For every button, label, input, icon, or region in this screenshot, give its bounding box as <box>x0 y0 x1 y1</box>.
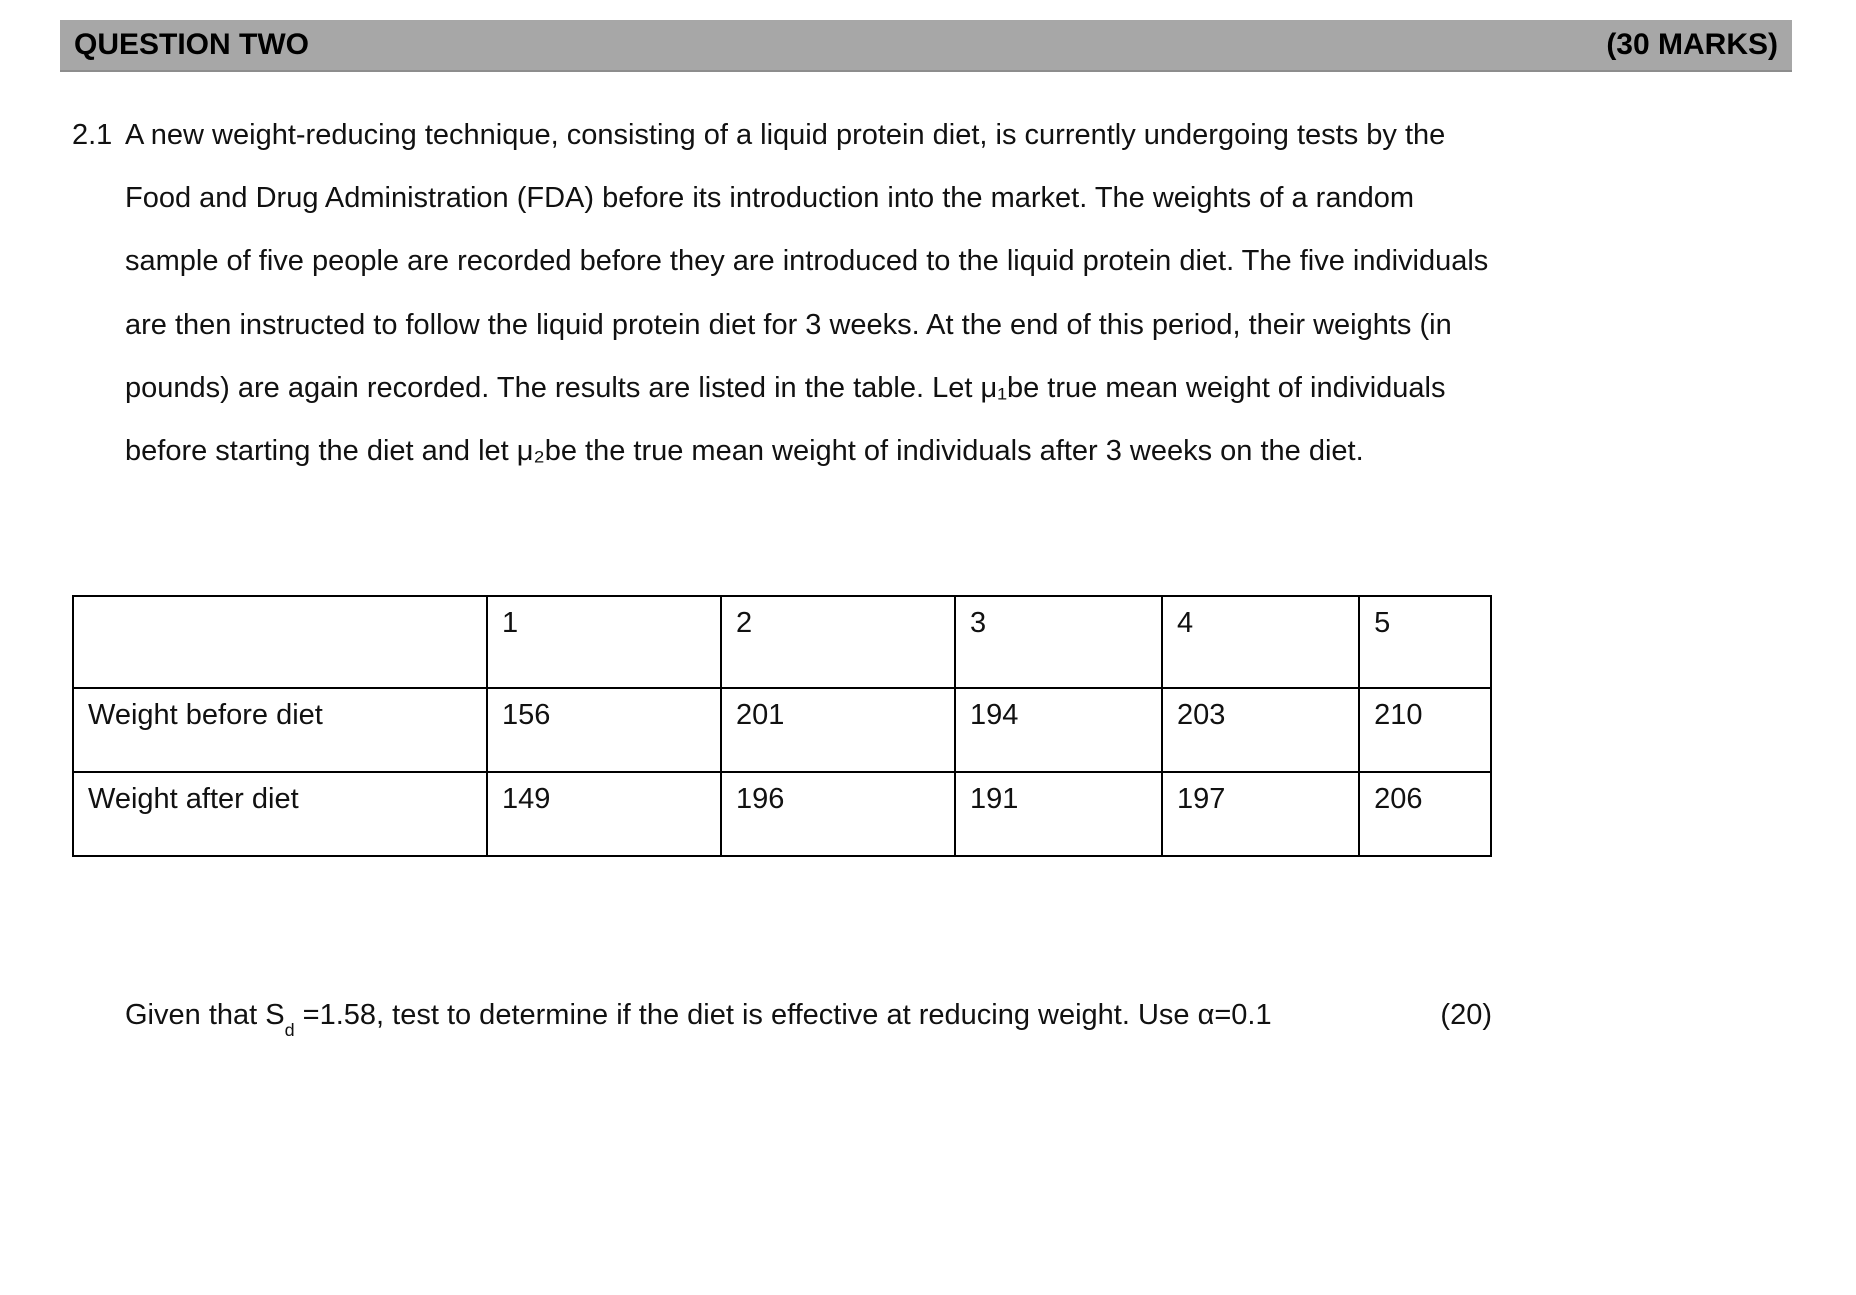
table-cell: 156 <box>486 687 723 774</box>
column-header: 5 <box>1358 595 1492 690</box>
question-title: QUESTION TWO <box>74 28 309 61</box>
footer-instruction: Given that Sd =1.58, test to determine i… <box>125 999 1492 1038</box>
question-number: 2.1 <box>72 119 113 151</box>
column-header: 1 <box>486 595 723 690</box>
footer-text: Given that Sd =1.58, test to determine i… <box>125 999 1272 1038</box>
subscript-d: d <box>284 1019 295 1040</box>
table-cell: 191 <box>953 771 1164 858</box>
table-header-row: 1 2 3 4 5 <box>71 595 1492 690</box>
corner-cell <box>71 595 489 690</box>
table-cell: 206 <box>1358 771 1492 858</box>
question-block: 2.1 A new weight-reducing technique, con… <box>72 104 1492 483</box>
column-header: 4 <box>1160 595 1361 690</box>
table-cell: 196 <box>720 771 956 858</box>
footer-given-prefix: Given that S <box>125 999 285 1032</box>
weights-table: 1 2 3 4 5 Weight before diet 156 201 194… <box>71 595 1492 858</box>
question-text: A new weight-reducing technique, consist… <box>125 119 1489 468</box>
question-marks: (30 MARKS) <box>1606 28 1778 61</box>
table-row-after: Weight after diet 149 196 191 197 206 <box>71 771 1492 858</box>
table-row-before: Weight before diet 156 201 194 203 210 <box>71 687 1492 774</box>
row-label: Weight before diet <box>71 687 489 774</box>
footer-given-rest: =1.58, test to determine if the diet is … <box>294 999 1272 1032</box>
table-cell: 149 <box>486 771 723 858</box>
footer-marks: (20) <box>1440 999 1492 1032</box>
row-label: Weight after diet <box>71 771 489 858</box>
table-cell: 194 <box>953 687 1164 774</box>
table-cell: 197 <box>1160 771 1361 858</box>
column-header: 3 <box>953 595 1164 690</box>
table-cell: 203 <box>1160 687 1361 774</box>
question-header: QUESTION TWO (30 MARKS) <box>60 20 1792 72</box>
column-header: 2 <box>720 595 956 690</box>
table-cell: 201 <box>720 687 956 774</box>
document-page: QUESTION TWO (30 MARKS) 2.1 A new weight… <box>0 20 1856 1295</box>
table-cell: 210 <box>1358 687 1492 774</box>
